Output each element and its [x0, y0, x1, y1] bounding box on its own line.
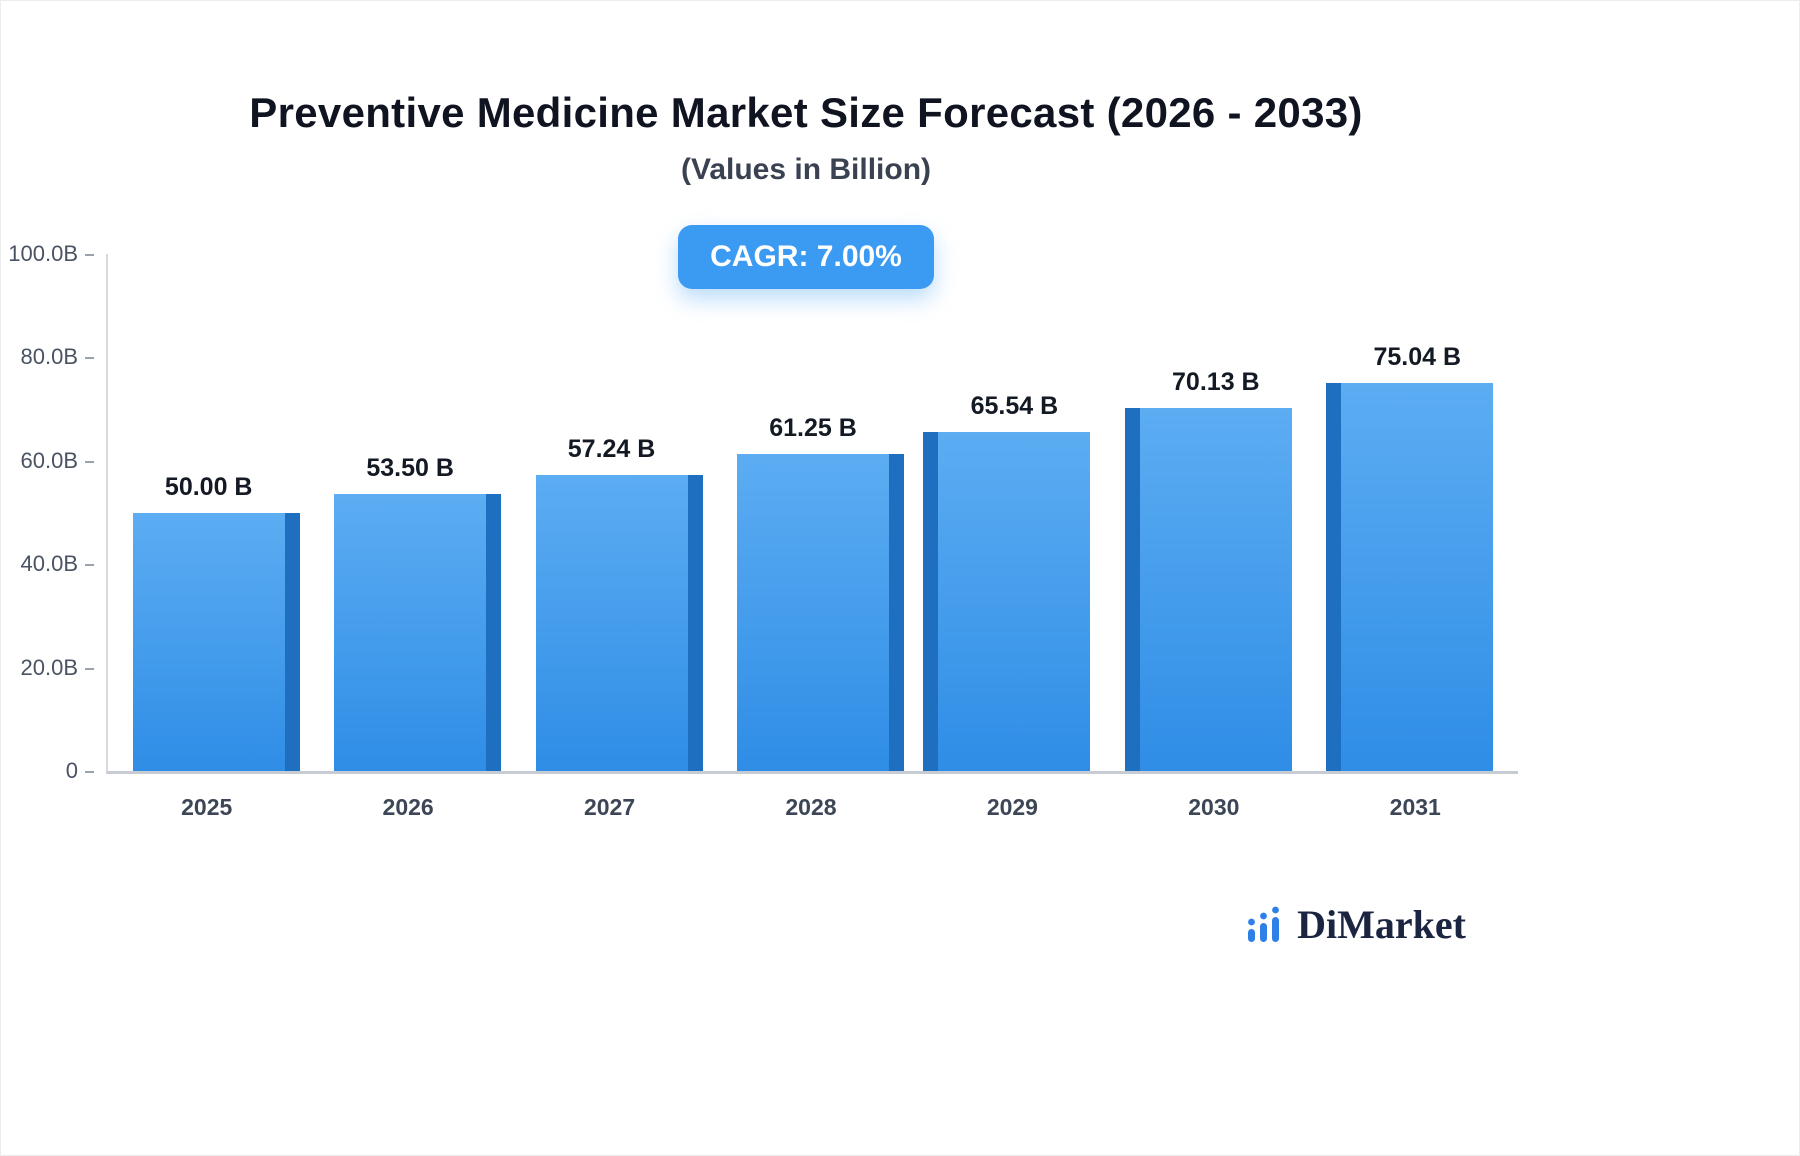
bar-2027: 57.24 B	[535, 435, 703, 771]
bar-side-face	[687, 475, 703, 771]
y-tick-label: 20.0B	[20, 654, 94, 680]
x-axis-labels: 2025 2026 2027 2028 2029 2030 2031	[106, 774, 1516, 821]
y-tick-label: 60.0B	[20, 447, 94, 473]
cagr-badge: CAGR: 7.00%	[678, 225, 934, 289]
x-axis-label: 2026	[382, 794, 434, 820]
logo-text: DiMarket	[1297, 902, 1466, 947]
dimarket-logo-icon	[1248, 906, 1280, 942]
x-axis-label: 2028	[785, 794, 837, 820]
bar-value-label: 61.25 B	[769, 414, 857, 443]
bar-side-face	[486, 494, 502, 771]
bar-group: 65.54 B	[914, 254, 1115, 771]
bar-value-label: 75.04 B	[1373, 343, 1462, 372]
bar-2028: 61.25 B	[736, 414, 904, 771]
bar-group: 75.04 B	[1317, 254, 1518, 771]
bar-2031: 75.04 B	[1326, 343, 1494, 771]
bar-value-label: 53.50 B	[366, 454, 454, 483]
bar-value-label: 57.24 B	[567, 435, 656, 464]
y-tick-label: 40.0B	[20, 551, 94, 577]
bar-group: 70.13 B	[1115, 254, 1316, 771]
bars-container: 50.00 B 53.50 B 57.24 B 61.25 B 65.54 B 70.13…	[108, 254, 1518, 771]
bar-group: 61.25 B	[712, 254, 913, 771]
bar-group: 57.24 B	[511, 254, 712, 771]
y-tick-label: 100.0B	[8, 241, 94, 266]
bar-chart: 100.0B 80.0B 60.0B 40.0B 20.0B 0 50.00 B 53.50…	[1, 241, 1800, 820]
bar-2029: 65.54 B	[923, 392, 1091, 771]
chart-subtitle: (Values in Billion)	[680, 153, 932, 186]
y-tick-label: 80.0B	[20, 344, 94, 370]
bar-group: 53.50 B	[309, 254, 510, 771]
bar-side-face	[923, 432, 939, 771]
bar-value-label: 70.13 B	[1172, 368, 1260, 397]
x-axis-label: 2030	[1188, 794, 1240, 820]
bar-side-face	[284, 512, 300, 771]
bar-side-face	[888, 454, 904, 771]
x-axis-label: 2031	[1389, 794, 1441, 820]
y-tick-label: 0	[65, 758, 95, 783]
bar-value-label: 65.54 B	[970, 392, 1059, 421]
bar-2026: 53.50 B	[334, 454, 502, 771]
chart-title: Preventive Medicine Market Size Forecast…	[249, 89, 1363, 136]
bar-2025: 50.00 B	[132, 473, 300, 771]
logo: DiMarket	[1243, 901, 1466, 945]
bar-2030: 70.13 B	[1124, 368, 1292, 771]
y-axis: 100.0B 80.0B 60.0B 40.0B 20.0B 0	[1, 241, 96, 783]
bar-side-face	[1124, 408, 1140, 771]
x-axis-label: 2025	[181, 794, 233, 820]
plot-area: 50.00 B 53.50 B 57.24 B 61.25 B 65.54 B 70.13…	[106, 254, 1518, 774]
bar-value-label: 50.00 B	[164, 472, 253, 501]
x-axis-label: 2029	[986, 794, 1038, 820]
bar-group: 50.00 B	[108, 254, 309, 771]
bar-side-face	[1326, 383, 1342, 771]
chart-header: Preventive Medicine Market Size Forecast…	[1, 89, 1611, 289]
x-axis-label: 2027	[583, 794, 636, 820]
